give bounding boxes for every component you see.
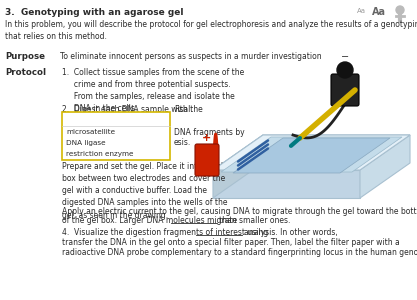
Text: esis.: esis. [174,138,191,147]
Circle shape [337,62,353,78]
Text: 1.  Collect tissue samples from the scene of the
     crime and from three poten: 1. Collect tissue samples from the scene… [62,68,244,113]
FancyBboxPatch shape [62,112,170,160]
Text: Apply an electric current to the gel, causing DNA to migrate through the gel tow: Apply an electric current to the gel, ca… [62,207,417,216]
Polygon shape [221,137,402,172]
Text: DNA fragments by: DNA fragments by [174,128,245,137]
Text: −: − [341,52,349,62]
Polygon shape [213,135,410,170]
Polygon shape [213,170,360,198]
Text: Purpose: Purpose [5,52,45,61]
Polygon shape [213,135,263,198]
Text: analysis. In other words,: analysis. In other words, [244,228,338,237]
Text: than smaller ones.: than smaller ones. [219,216,290,225]
Text: DNA ligase: DNA ligase [66,140,106,146]
Polygon shape [233,138,390,173]
Text: of the gel box. Larger DNA molecules migrate: of the gel box. Larger DNA molecules mig… [62,216,237,225]
Text: 2.  Digest each DNA sample with the: 2. Digest each DNA sample with the [62,105,203,114]
Text: 3.: 3. [62,128,69,137]
Text: transfer the DNA in the gel onto a special filter paper. Then, label the filter : transfer the DNA in the gel onto a speci… [62,238,400,247]
Polygon shape [213,135,410,170]
Text: Aa: Aa [357,8,366,14]
FancyBboxPatch shape [195,144,219,176]
Text: In this problem, you will describe the protocol for gel electrophoresis and anal: In this problem, you will describe the p… [5,20,417,41]
Text: restriction enzyme: restriction enzyme [66,151,133,157]
Circle shape [396,6,404,14]
Text: Aa: Aa [372,7,386,17]
Text: Prepare and set the gel. Place it into a gel
box between two electrodes and cove: Prepare and set the gel. Place it into a… [62,162,228,220]
Text: microsatellite: microsatellite [66,129,115,135]
Polygon shape [360,135,410,198]
Text: 4.  Visualize the digestion fragments of interest using: 4. Visualize the digestion fragments of … [62,228,268,237]
Text: Rsal.: Rsal. [174,105,193,114]
Text: 3.  Genotyping with an agarose gel: 3. Genotyping with an agarose gel [5,8,183,17]
Text: To eliminate innocent persons as suspects in a murder investigation: To eliminate innocent persons as suspect… [60,52,322,61]
Text: radioactive DNA probe complementary to a standard fingerprinting locus in the hu: radioactive DNA probe complementary to a… [62,248,417,257]
Text: Protocol: Protocol [5,68,46,77]
Text: +: + [202,133,211,143]
FancyBboxPatch shape [331,74,359,106]
